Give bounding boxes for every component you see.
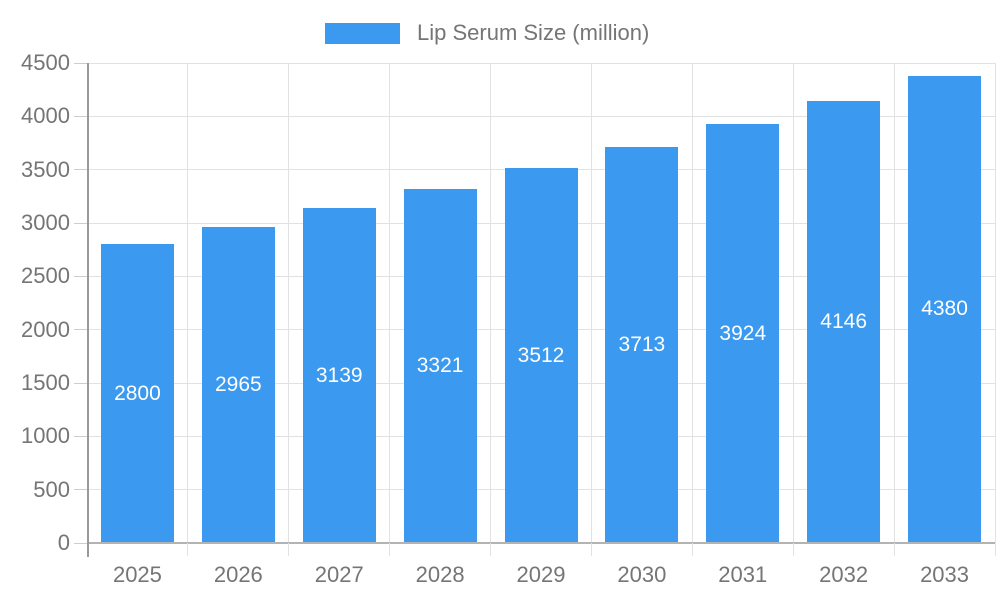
bar-2033[interactable] <box>908 75 982 543</box>
bar-2030[interactable] <box>605 146 679 543</box>
v-gridline <box>590 63 592 543</box>
v-gridline <box>288 63 290 543</box>
y-tick-label: 500 <box>33 476 70 502</box>
x-tick-label-2028: 2028 <box>415 562 465 587</box>
y-tick-label: 1500 <box>21 370 70 395</box>
x-tick-mark <box>490 543 492 556</box>
x-tick-label-2026: 2026 <box>213 562 263 587</box>
x-tick-mark <box>792 543 794 556</box>
h-gridline <box>87 62 995 64</box>
h-gridline <box>87 115 995 117</box>
y-tick-label: 3500 <box>21 156 70 182</box>
y-tick-mark <box>74 115 87 117</box>
x-tick-label-2027: 2027 <box>314 562 364 587</box>
bar-2032[interactable] <box>807 100 881 543</box>
y-tick-label: 1000 <box>21 423 70 449</box>
bar-2028[interactable] <box>403 188 477 543</box>
y-axis-line <box>86 63 89 557</box>
x-axis-line <box>87 542 995 544</box>
bar-2027[interactable] <box>302 208 376 543</box>
x-tick-label-2025: 2025 <box>112 562 162 587</box>
y-tick-label: 2500 <box>21 263 70 289</box>
legend[interactable]: Lip Serum Size (million) <box>325 22 649 44</box>
v-gridline <box>691 63 693 543</box>
y-tick-mark <box>74 329 87 331</box>
x-tick-label-2029: 2029 <box>516 562 566 587</box>
y-tick-label: 4500 <box>21 50 70 75</box>
x-tick-mark <box>590 543 592 556</box>
x-tick-label-2033: 2033 <box>920 562 970 587</box>
v-gridline <box>893 63 895 543</box>
y-tick-mark <box>74 62 87 64</box>
y-tick-label: 0 <box>57 530 70 555</box>
v-gridline <box>389 63 391 543</box>
bar-2029[interactable] <box>504 168 578 543</box>
x-tick-label-2032: 2032 <box>819 562 869 587</box>
v-gridline <box>187 63 189 543</box>
plot-area: 2800 2965 3139 3321 3512 3713 3924 4146 4380 <box>86 62 996 557</box>
x-tick-label-2031: 2031 <box>718 562 768 587</box>
y-tick-mark <box>74 382 87 384</box>
v-gridline <box>490 63 492 543</box>
legend-label: Lip Serum Size (million) <box>417 20 650 45</box>
y-tick-mark <box>74 435 87 437</box>
bar-2031[interactable] <box>706 124 780 543</box>
y-tick-mark <box>74 222 87 224</box>
y-tick-label: 3000 <box>21 210 70 235</box>
x-tick-mark <box>389 543 391 556</box>
x-tick-mark <box>994 543 996 556</box>
x-tick-label-2030: 2030 <box>617 562 667 587</box>
y-tick-mark <box>74 275 87 277</box>
x-tick-mark <box>691 543 693 556</box>
x-tick-mark <box>893 543 895 556</box>
y-tick-mark <box>74 542 87 544</box>
bar-2026[interactable] <box>201 226 275 543</box>
x-tick-mark <box>288 543 290 556</box>
v-gridline <box>994 63 996 543</box>
bar-2025[interactable] <box>100 244 174 543</box>
y-tick-mark <box>74 489 87 491</box>
y-tick-label: 2000 <box>21 316 70 342</box>
y-tick-mark <box>74 169 87 171</box>
x-tick-mark <box>187 543 189 556</box>
y-tick-label: 4000 <box>21 103 70 129</box>
legend-swatch-icon <box>325 22 400 44</box>
v-gridline <box>792 63 794 543</box>
